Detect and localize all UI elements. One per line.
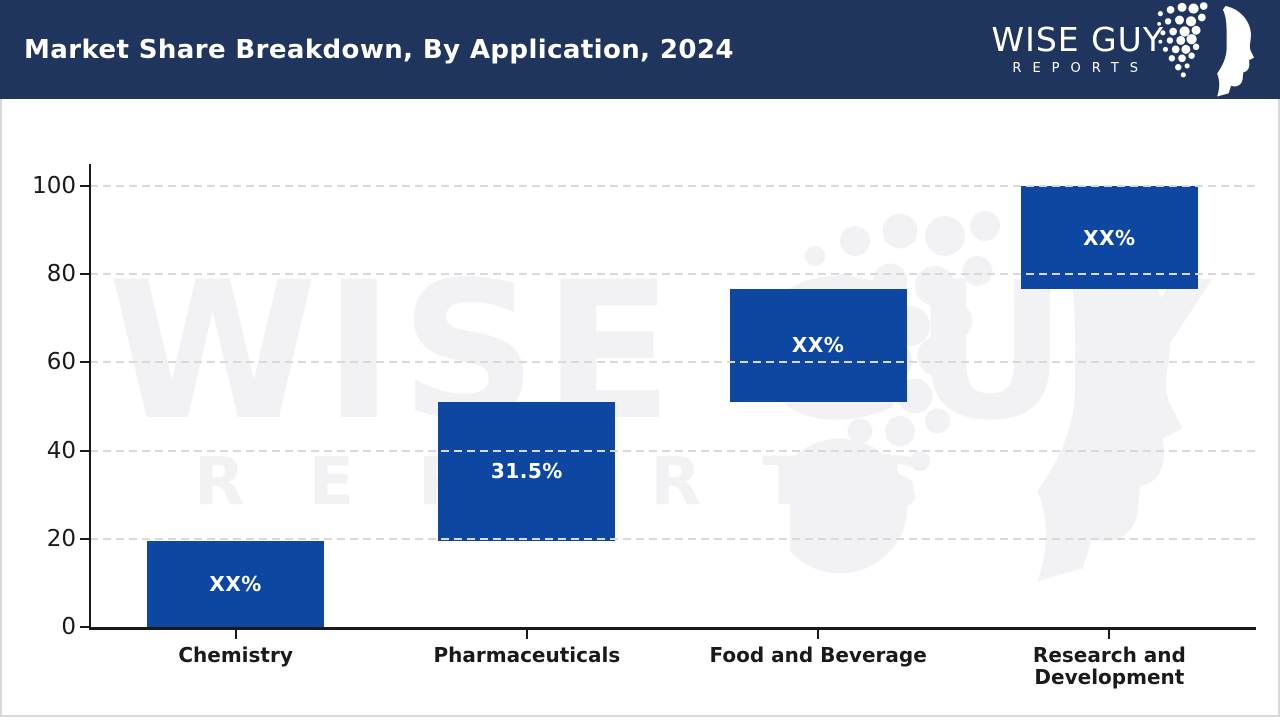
bar-food-and-beverage: XX% [729,289,907,402]
x-tick [234,630,237,639]
bar-value-label: XX% [209,571,262,596]
x-axis-line [89,627,1256,630]
x-tick-label-food-and-beverage: Food and Beverage [709,643,927,667]
gridline [90,449,1255,452]
y-tick [80,537,89,540]
gridline [90,361,1255,364]
y-tick-label: 60 [46,349,76,376]
plot-area: 0 20 40 60 80 100 XX% Chemistry 31.5% Pharmaceuti… [2,99,1278,715]
y-tick-label: 80 [46,261,76,288]
y-tick-label: 100 [32,173,76,200]
logo-subtext: REPORTS [1012,61,1150,76]
y-axis-line [89,164,91,630]
brand-logo: WISE GUY REPORTS [991,1,1256,98]
x-tick-label-research-and-development: Research and Development [1032,643,1186,689]
x-tick-label-chemistry: Chemistry [178,643,293,667]
page-title: Market Share Breakdown, By Application, … [24,34,734,65]
y-tick [80,185,89,188]
y-tick-label: 0 [61,614,76,640]
x-tick [1108,630,1111,639]
y-tick [80,626,89,628]
header-bar: Market Share Breakdown, By Application, … [0,0,1280,99]
bar-value-label: XX% [791,333,845,358]
brand-logo-text: WISE GUY REPORTS [991,23,1164,76]
x-tick [817,630,820,639]
bar-chemistry: XX% [147,540,325,627]
y-tick-label: 20 [46,525,76,552]
market-share-chart: WISE GUY REPORTS 020406080100XX%Chemistr… [0,99,1280,717]
y-tick-label: 40 [46,437,76,464]
y-tick [80,449,89,452]
bar-value-label: XX% [1083,225,1136,250]
gridline [90,537,1255,540]
y-tick [80,273,89,276]
x-tick-label-pharmaceuticals: Pharmaceuticals [433,643,621,667]
y-tick [80,361,89,364]
bar-pharmaceuticals: 31.5% [438,401,616,541]
gridline [90,185,1255,188]
wise-guy-face-icon [1157,1,1255,97]
gridline [90,273,1255,276]
x-tick [525,630,528,639]
bar-value-label: 31.5% [490,459,563,484]
logo-wordmark: WISE GUY [991,20,1164,59]
